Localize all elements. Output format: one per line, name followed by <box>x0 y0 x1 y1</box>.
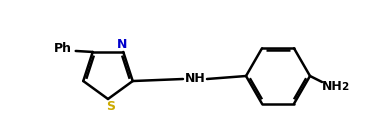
Text: NH: NH <box>185 72 205 86</box>
Text: N: N <box>117 39 127 51</box>
Text: Ph: Ph <box>54 42 72 55</box>
Text: S: S <box>107 100 115 113</box>
Text: NH: NH <box>322 80 342 92</box>
Text: 2: 2 <box>341 82 349 92</box>
